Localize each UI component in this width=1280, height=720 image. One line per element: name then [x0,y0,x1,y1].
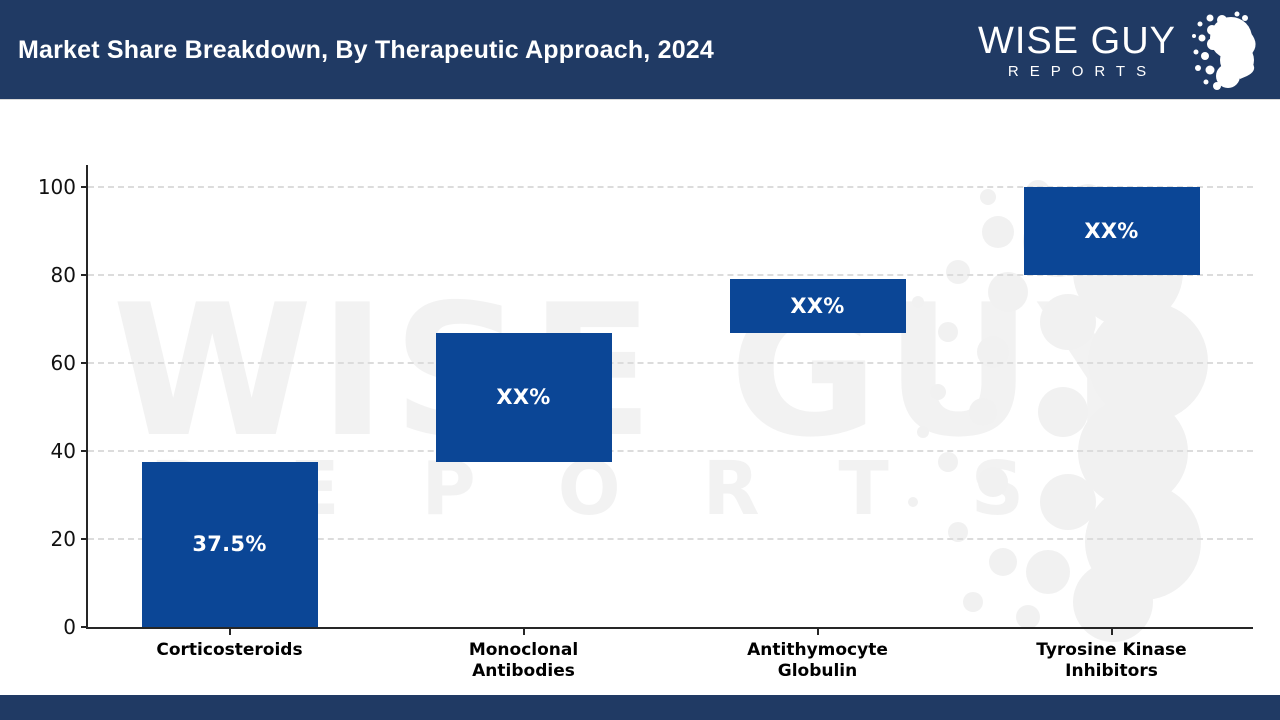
y-axis-tick [81,537,88,540]
bar-value-label: 37.5% [192,532,267,557]
header-band: Market Share Breakdown, By Therapeutic A… [0,0,1280,100]
y-axis-tick-label: 100 [37,174,76,199]
gridline [88,185,1253,188]
footer-band [0,695,1280,720]
plot-area: 0 20 40 60 80 100 37.5% Corticosteroids XX% Monoc… [0,100,1280,695]
chart-canvas: WISE GUY REPORTS 0 20 40 60 80 100 37.5% Cortic… [0,99,1280,696]
x-axis-category-label: Tyrosine Kinase Inhibitors [1036,640,1187,681]
bar-value-label: XX% [496,385,551,410]
watermark-wise-guy: WISE GUY [112,265,1177,477]
x-axis-category-label: Monoclonal Antibodies [468,640,579,681]
x-axis-tick [1110,627,1113,635]
y-axis-line [86,165,88,629]
gridline [88,537,1253,540]
y-axis-tick-label: 40 [50,438,76,463]
x-axis-tick [228,627,231,635]
bar: XX% [435,333,612,462]
y-axis-tick-label: 20 [50,526,76,551]
y-axis-tick-label: 60 [50,350,76,375]
y-axis-tick [81,449,88,452]
x-axis-category-label: Antithymocyte Globulin [747,640,888,681]
gridline [88,449,1253,452]
y-axis-tick [81,273,88,276]
dotted-head-logo-icon [1192,11,1256,90]
x-axis-category-label: Corticosteroids [156,640,303,660]
gridline [88,361,1253,364]
y-axis-tick-label: 80 [50,262,76,287]
y-axis-tick-label: 0 [63,615,76,639]
x-axis-line [86,627,1253,629]
wise-guy-reports-logo: WISE GUY REPORTS [978,8,1260,92]
bar-value-label: XX% [790,294,845,319]
logo-name: WISE GUY [977,19,1176,62]
logo-subtitle: REPORTS [1007,62,1158,80]
chart-title: Market Share Breakdown, By Therapeutic A… [18,35,715,64]
y-axis-tick [81,361,88,364]
x-axis-tick [816,627,819,635]
logo-text: WISE GUY REPORTS [978,22,1176,79]
bar: 37.5% [141,461,318,627]
bar: XX% [1023,186,1200,276]
x-axis-tick [522,627,525,635]
gridline [88,273,1253,276]
bar-value-label: XX% [1084,218,1139,243]
bar: XX% [729,279,906,334]
y-axis-tick [81,626,88,628]
y-axis-tick [81,185,88,188]
